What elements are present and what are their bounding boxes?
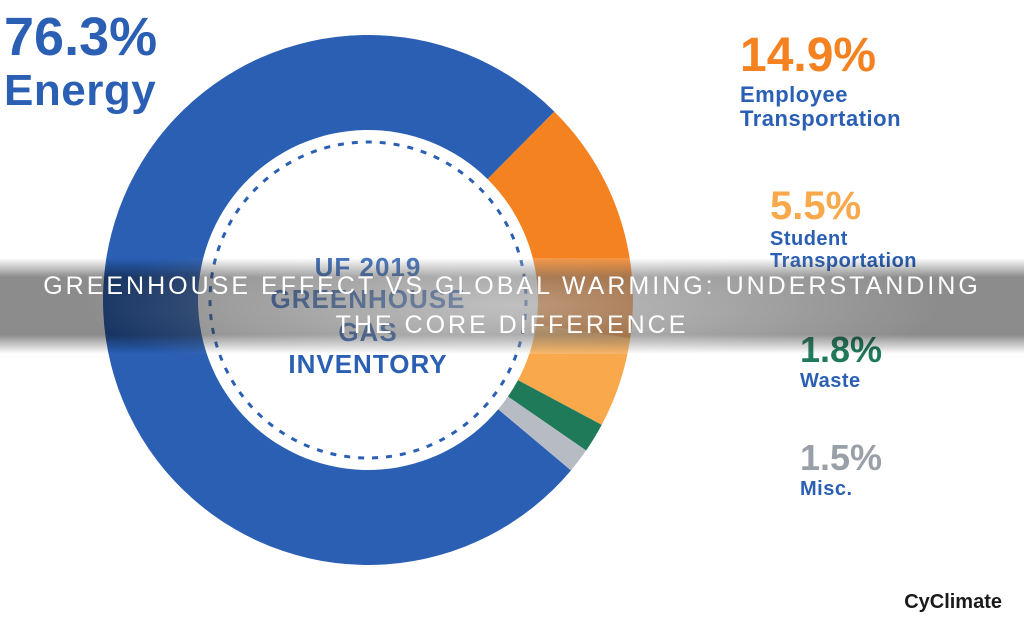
headline-overlay: GREENHOUSE EFFECT VS GLOBAL WARMING: UND…: [0, 258, 1024, 354]
slice-pct-emp_tran: 14.9%: [740, 30, 901, 83]
slice-label-energy: 76.3%Energy: [4, 8, 157, 116]
slice-pct-misc: 1.5%: [800, 438, 882, 478]
slice-pct-stu_tran: 5.5%: [770, 184, 917, 228]
headline-text: GREENHOUSE EFFECT VS GLOBAL WARMING: UND…: [3, 267, 1021, 345]
slice-label-misc: 1.5%Misc.: [800, 438, 882, 500]
slice-name-misc: Misc.: [800, 478, 882, 500]
slice-pct-energy: 76.3%: [4, 8, 157, 67]
slice-name-energy: Energy: [4, 67, 157, 115]
slice-name-emp_tran: Employee Transportation: [740, 83, 901, 131]
headline-line1: GREENHOUSE EFFECT VS GLOBAL WARMING: UND…: [43, 272, 981, 300]
slice-name-waste: Waste: [800, 370, 882, 392]
watermark: CyClimate: [904, 591, 1002, 614]
slice-label-emp_tran: 14.9%Employee Transportation: [740, 30, 901, 131]
figure-canvas: UF 2019 GREENHOUSE GAS INVENTORY 76.3%En…: [0, 0, 1024, 628]
headline-line2: THE CORE DIFFERENCE: [336, 311, 689, 339]
